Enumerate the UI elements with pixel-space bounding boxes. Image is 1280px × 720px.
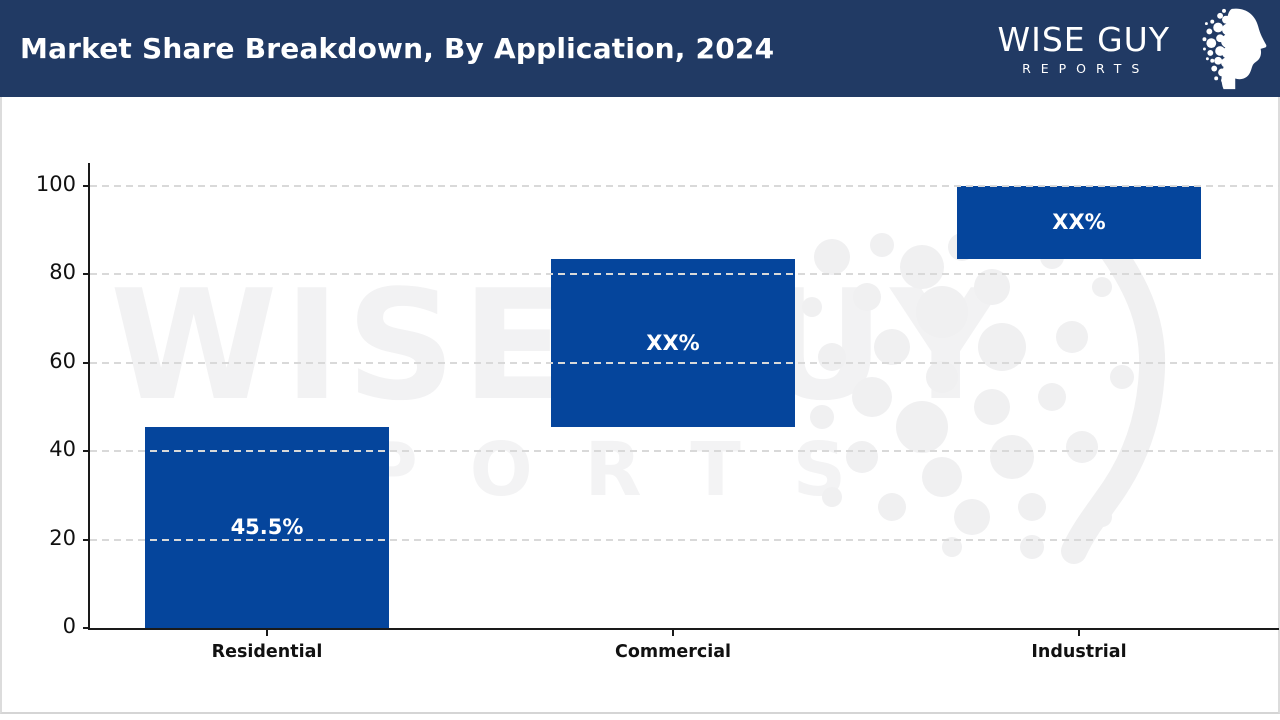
logo-head-icon [1202,8,1267,90]
x-category-label: Industrial [1031,642,1127,662]
bar-residential [145,426,389,628]
gridline-40 [90,450,1279,453]
y-tick-mark [83,185,90,187]
bar-value-label: XX% [646,330,700,355]
page-title: Market Share Breakdown, By Application, … [20,32,775,65]
bar-commercial [551,258,795,427]
x-tick-mark [266,628,268,636]
y-tick-label: 60 [49,348,76,373]
y-tick-label: 20 [49,525,76,550]
y-axis-line [88,163,90,630]
logo-wordmark: WISE GUY REPORTS [997,20,1170,76]
gridline-80 [90,273,1279,276]
x-tick-mark [1078,628,1080,636]
y-tick-label: 40 [49,437,76,462]
y-tick-label: 80 [49,260,76,285]
brand-logo: WISE GUY REPORTS [997,4,1272,94]
y-tick-label: 100 [35,172,76,196]
bar-value-label: 45.5% [230,515,304,540]
header-bar: Market Share Breakdown, By Application, … [0,0,1280,97]
logo-line1: WISE GUY [997,20,1170,60]
y-tick-mark [83,273,90,276]
y-tick-mark [83,450,90,453]
plot: 0 20 40 60 80 100 45.5% Residential XX% Commercia… [2,97,1279,712]
x-category-label: Residential [211,642,323,662]
y-tick-mark [83,627,90,629]
logo-line2: REPORTS [1022,60,1150,76]
x-category-label: Commercial [614,642,731,662]
y-tick-mark [83,361,90,364]
gridline-60 [90,361,1279,364]
y-tick-mark [83,538,90,541]
x-axis-line [88,628,1279,630]
gridline-20 [90,538,1279,541]
x-tick-mark [672,628,674,636]
gridline-100 [90,185,1279,187]
y-tick-label: 0 [62,614,76,638]
bar-value-label: XX% [1052,210,1106,235]
chart-area: WISE GUY REPORTS 0 20 40 60 80 100 45.5% Reside… [0,97,1280,714]
